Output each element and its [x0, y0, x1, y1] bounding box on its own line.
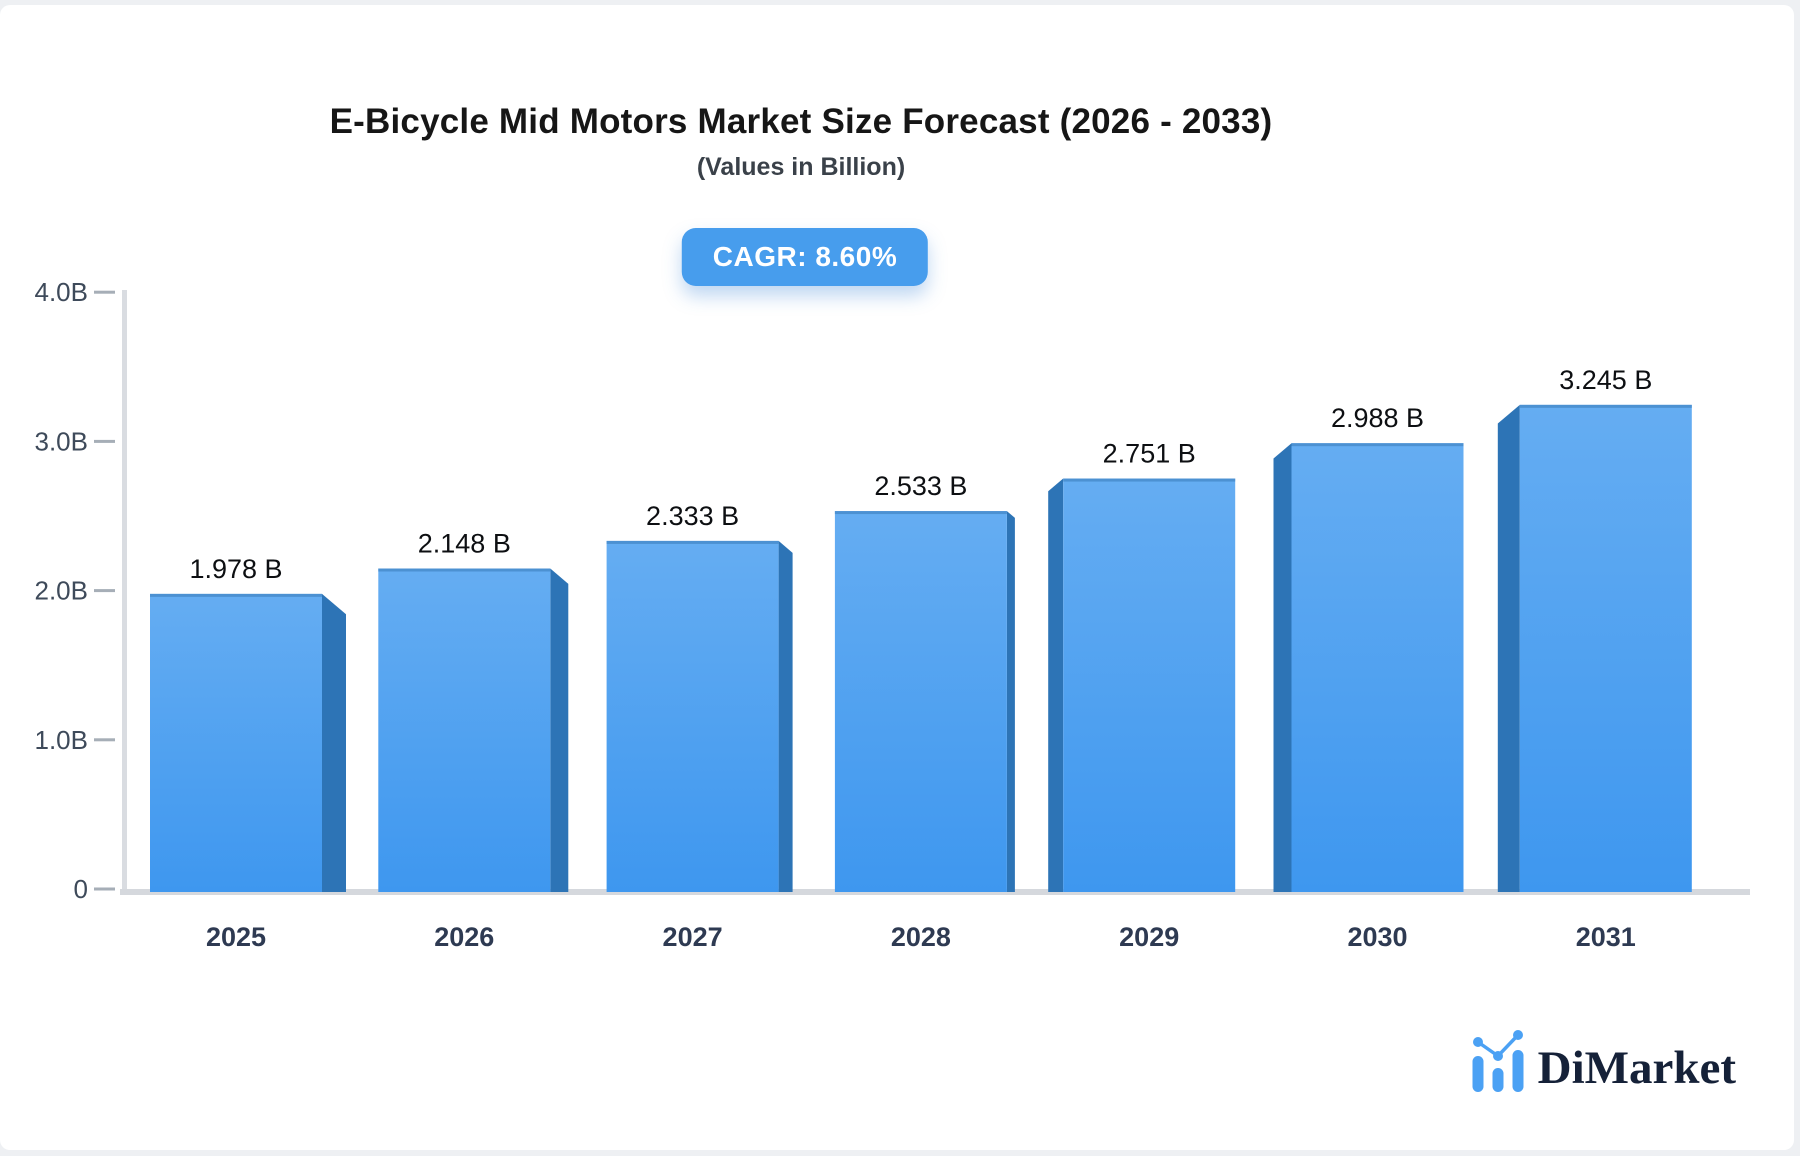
bar-value-label: 3.245 B	[1559, 365, 1652, 395]
x-axis-label: 2030	[1347, 922, 1407, 952]
bar	[606, 540, 779, 892]
bar	[1519, 404, 1692, 892]
bar-top-edge	[150, 593, 322, 597]
bar-value-label: 1.978 B	[189, 554, 282, 584]
x-axis-label: 2026	[434, 922, 494, 952]
y-tick-label: 1.0B	[35, 725, 89, 755]
bar-top-edge	[1519, 404, 1692, 408]
x-axis-label: 2031	[1576, 922, 1636, 952]
x-axis-label: 2028	[891, 922, 951, 952]
y-tick	[94, 439, 115, 443]
bar-top-edge	[1291, 443, 1464, 447]
bar-group-2027: 2.333 B 2027	[606, 501, 793, 952]
x-axis-label: 2027	[663, 922, 723, 952]
x-axis-label: 2025	[206, 922, 266, 952]
chart-title: E-Bicycle Mid Motors Market Size Forecas…	[329, 102, 1273, 141]
bar-side-face	[322, 593, 346, 892]
bar-top-edge	[834, 511, 1007, 515]
x-axis-label: 2029	[1119, 922, 1179, 952]
y-tick-label: 3.0B	[35, 426, 89, 456]
y-tick-label: 4.0B	[35, 277, 89, 307]
bar-side-face	[550, 568, 569, 892]
bar-group-2031: 3.245 B 2031	[1497, 365, 1692, 952]
y-tick	[94, 589, 115, 593]
bar	[1063, 478, 1236, 892]
bar-group-2026: 2.148 B 2026	[378, 529, 569, 952]
bar	[378, 568, 551, 892]
y-tick	[94, 290, 115, 294]
bar-side-face	[778, 540, 793, 892]
y-tick	[94, 887, 115, 891]
bar-side-face	[1497, 404, 1520, 892]
bar-group-2030: 2.988 B 2030	[1273, 403, 1464, 952]
bar-chart-logo-icon	[1472, 1030, 1524, 1092]
bar-value-label: 2.148 B	[418, 529, 511, 559]
chart-card: E-Bicycle Mid Motors Market Size Forecas…	[0, 5, 1794, 1150]
y-axis-line	[122, 290, 127, 895]
bar-top-edge	[606, 540, 779, 544]
bar-value-label: 2.988 B	[1331, 403, 1424, 433]
bar	[834, 511, 1007, 892]
y-tick-label: 2.0B	[35, 576, 89, 606]
bar-value-label: 2.751 B	[1103, 439, 1196, 469]
cagr-badge: CAGR: 8.60%	[681, 228, 929, 286]
bar-side-face	[1048, 478, 1064, 892]
y-tick-label: 0	[74, 874, 88, 904]
bar-top-edge	[378, 568, 551, 572]
bar-value-label: 2.533 B	[874, 471, 967, 501]
brand-name: DiMarket	[1537, 1042, 1736, 1094]
bar-group-2028: 2.533 B 2028	[834, 471, 1015, 952]
bar-value-label: 2.333 B	[646, 501, 739, 531]
chart-subtitle: (Values in Billion)	[696, 153, 906, 181]
bar	[1291, 443, 1464, 892]
bar-side-face	[1006, 511, 1015, 892]
y-tick	[94, 738, 115, 742]
brand-logo: DiMarket	[1471, 1026, 1736, 1092]
bar	[150, 593, 322, 892]
bar-top-edge	[1063, 478, 1236, 482]
bar-group-2029: 2.751 B 2029	[1048, 439, 1236, 952]
bar-side-face	[1273, 443, 1292, 892]
bar-group-2025: 1.978 B 2025	[150, 554, 346, 952]
